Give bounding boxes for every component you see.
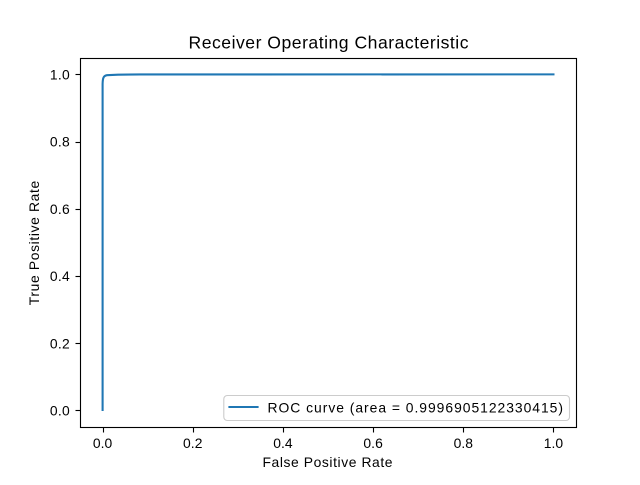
svg-text:True Positive Rate: True Positive Rate (26, 180, 42, 305)
svg-text:0.2: 0.2 (183, 435, 203, 451)
svg-text:0.0: 0.0 (50, 403, 70, 419)
svg-text:Receiver Operating Characteris: Receiver Operating Characteristic (189, 33, 469, 53)
svg-text:1.0: 1.0 (50, 67, 70, 83)
svg-text:0.2: 0.2 (50, 335, 70, 351)
svg-text:0.4: 0.4 (50, 268, 70, 284)
svg-text:0.6: 0.6 (50, 201, 70, 217)
svg-text:0.8: 0.8 (454, 435, 474, 451)
svg-text:0.8: 0.8 (50, 134, 70, 150)
svg-text:1.0: 1.0 (544, 435, 564, 451)
svg-text:0.4: 0.4 (273, 435, 293, 451)
svg-text:False Positive Rate: False Positive Rate (263, 454, 393, 470)
svg-text:0.0: 0.0 (93, 435, 113, 451)
svg-text:ROC curve (area = 0.9996905122: ROC curve (area = 0.9996905122330415) (268, 399, 564, 415)
svg-text:0.6: 0.6 (363, 435, 383, 451)
